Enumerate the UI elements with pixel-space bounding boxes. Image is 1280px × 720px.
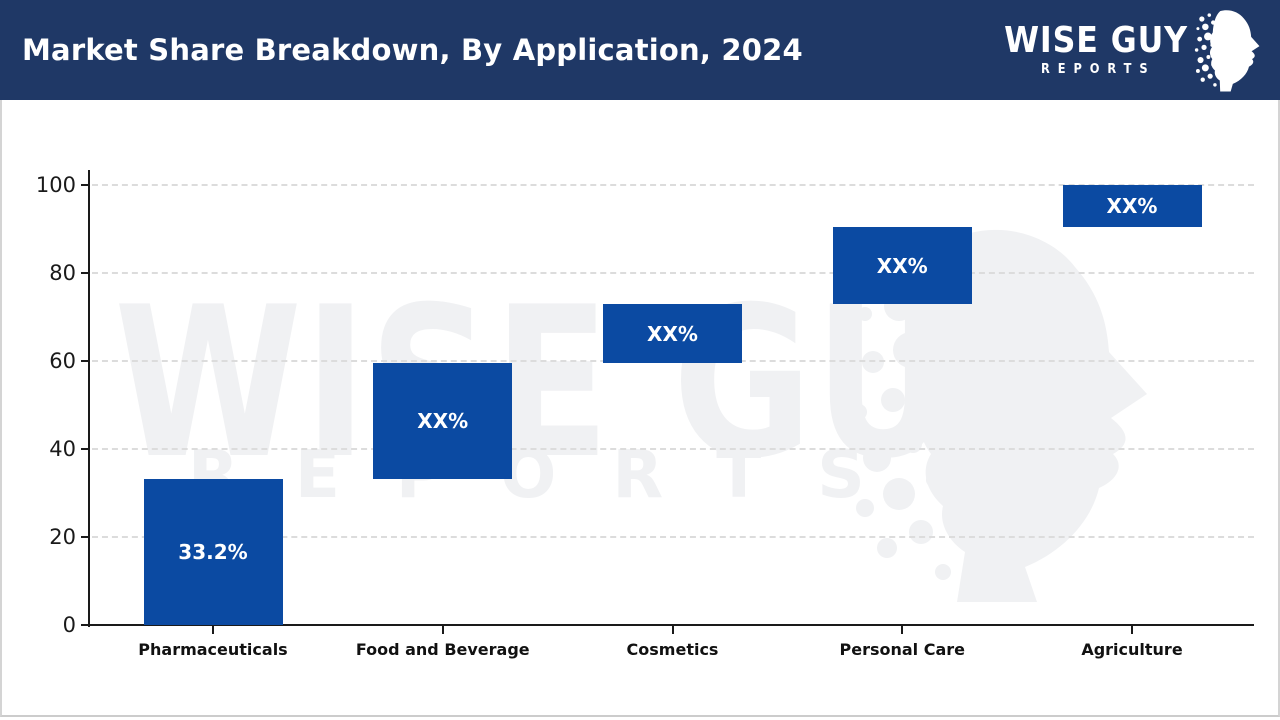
x-category-label: Pharmaceuticals bbox=[138, 640, 288, 659]
gridline bbox=[92, 183, 1254, 186]
bar-value-label: XX% bbox=[876, 253, 928, 278]
bar-value-label: XX% bbox=[647, 321, 698, 346]
x-category-label: Cosmetics bbox=[626, 640, 719, 659]
bar-value-label: XX% bbox=[417, 408, 469, 433]
x-tick-mark bbox=[1131, 626, 1133, 634]
brand-name: WISE GUY bbox=[1004, 20, 1188, 61]
x-tick-mark bbox=[212, 626, 214, 634]
brand-subtitle: REPORTS bbox=[1040, 62, 1156, 77]
gridline bbox=[92, 447, 1254, 450]
bar-cosmetics: XX% bbox=[603, 304, 742, 363]
y-tick-mark bbox=[81, 447, 90, 450]
y-tick-mark bbox=[81, 624, 90, 626]
chart-canvas: WISE GUY REPORTS 0 20 40 60 80 100 33.2% Pharma… bbox=[0, 100, 1280, 717]
y-tick-mark bbox=[81, 359, 90, 362]
x-category-label: Food and Beverage bbox=[355, 640, 530, 659]
y-tick-mark bbox=[81, 535, 90, 538]
header-bar: Market Share Breakdown, By Application, … bbox=[0, 0, 1280, 100]
waterfall-chart: 0 20 40 60 80 100 33.2% Pharmaceuticals XX% Food … bbox=[2, 100, 1278, 715]
x-category-label: Personal Care bbox=[839, 640, 965, 659]
y-tick-mark bbox=[81, 183, 90, 186]
bar-personal-care: XX% bbox=[832, 227, 972, 305]
x-category-label: Agriculture bbox=[1081, 640, 1183, 659]
y-tick-label: 40 bbox=[49, 436, 76, 461]
y-tick-label: 100 bbox=[35, 172, 76, 197]
bar-agriculture: XX% bbox=[1062, 184, 1202, 228]
plot-area: 0 20 40 60 80 100 33.2% Pharmaceuticals XX% Food … bbox=[2, 100, 1278, 715]
y-tick-mark bbox=[81, 271, 90, 274]
bar-value-label: 33.2% bbox=[178, 539, 248, 564]
gridline bbox=[92, 271, 1254, 274]
y-tick-label: 60 bbox=[49, 348, 76, 373]
x-tick-mark bbox=[671, 626, 674, 634]
bar-value-label: XX% bbox=[1106, 193, 1158, 218]
y-tick-label: 20 bbox=[49, 524, 76, 549]
y-axis-line bbox=[88, 169, 90, 627]
brand-logo: WISE GUY REPORTS bbox=[979, 8, 1266, 92]
bar-food-and-beverage: XX% bbox=[373, 362, 513, 479]
y-tick-label: 80 bbox=[49, 260, 76, 285]
brand-logo-text: WISE GUY REPORTS bbox=[1004, 20, 1188, 78]
y-tick-label: 0 bbox=[62, 613, 76, 637]
x-tick-mark bbox=[441, 626, 444, 634]
page-title: Market Share Breakdown, By Application, … bbox=[22, 33, 803, 67]
brand-face-icon bbox=[1194, 10, 1260, 92]
x-axis-line bbox=[88, 624, 1254, 626]
x-tick-mark bbox=[901, 626, 904, 634]
gridline bbox=[92, 535, 1254, 538]
bar-pharmaceuticals: 33.2% bbox=[143, 478, 283, 625]
